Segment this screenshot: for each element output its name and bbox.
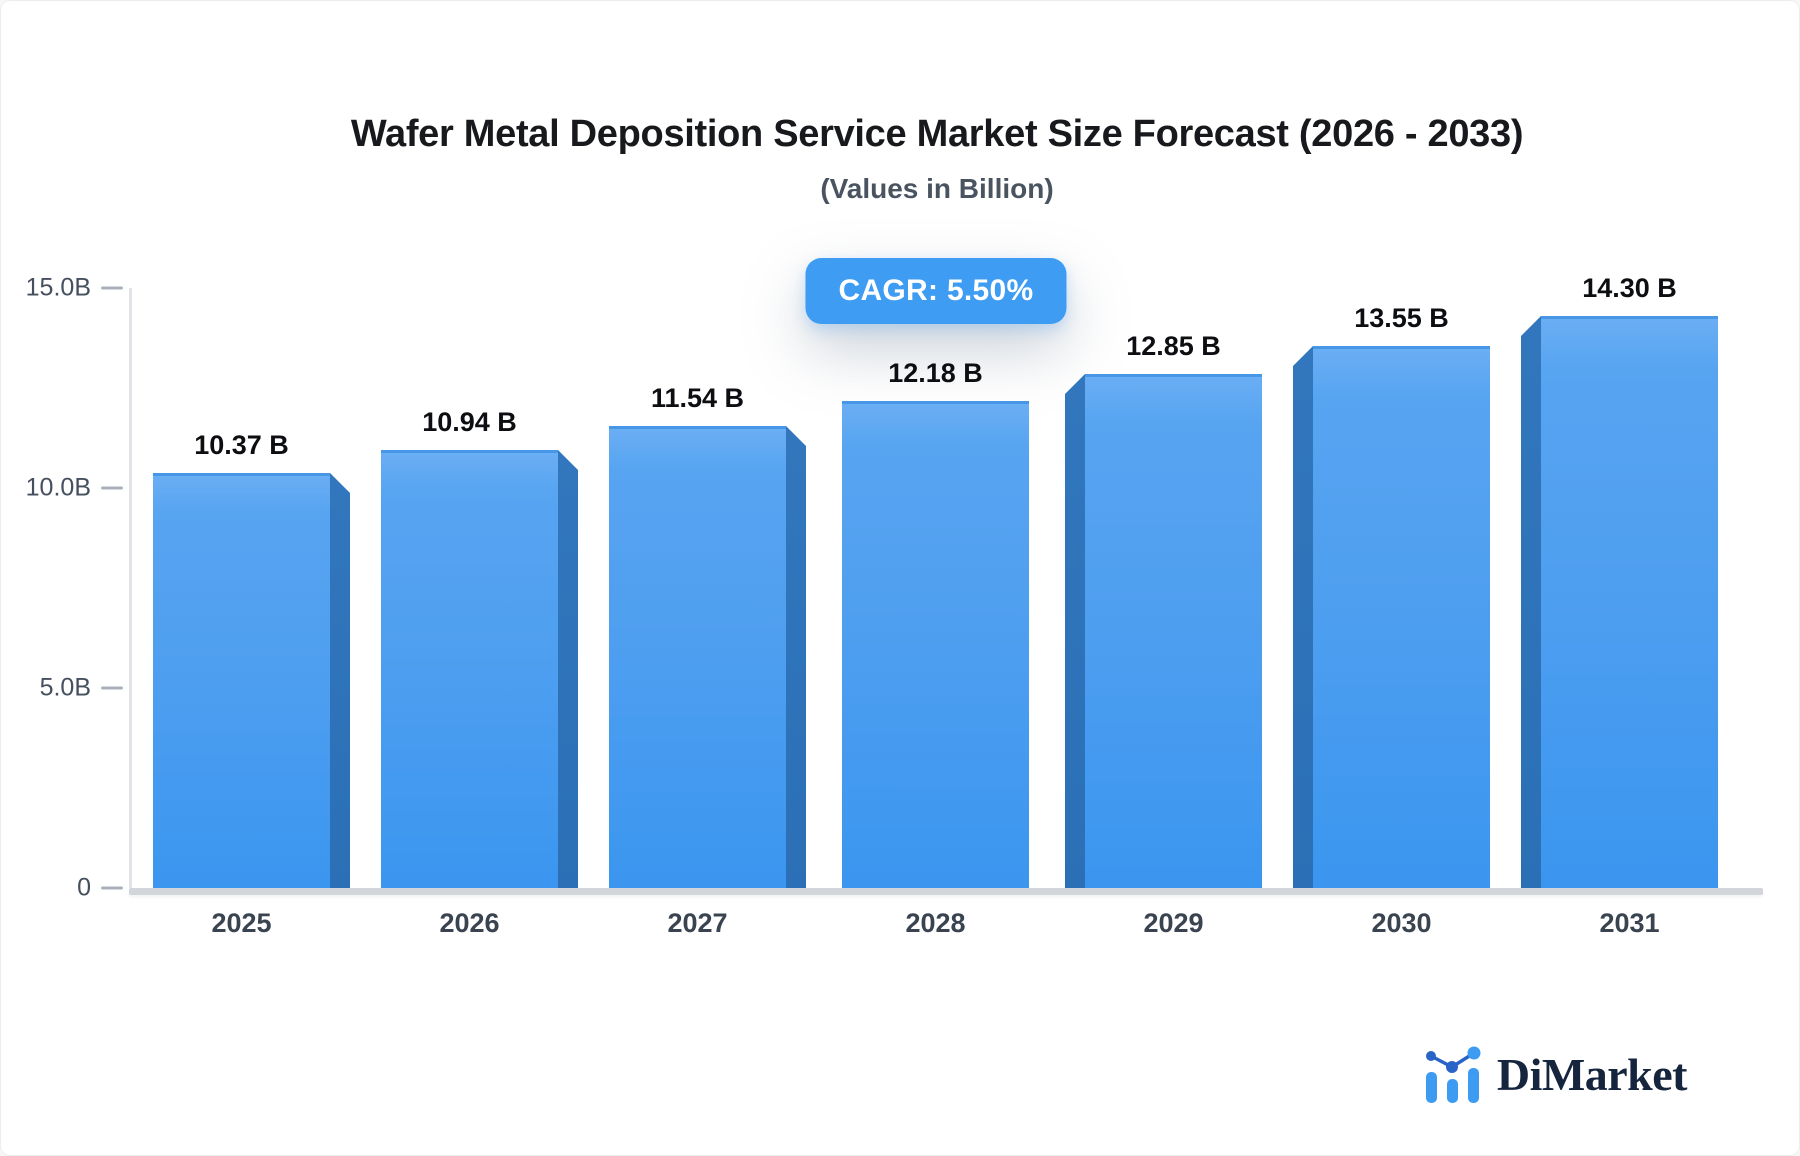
y-tick-mark bbox=[101, 486, 123, 490]
y-axis-line bbox=[129, 288, 132, 888]
y-tick-label: 15.0B bbox=[25, 273, 91, 302]
bar-2028: 12.18 B 2028 bbox=[837, 358, 1034, 938]
x-axis-baseline bbox=[129, 888, 1763, 895]
bar-value-label: 10.37 B bbox=[194, 430, 289, 460]
bar-value-label: 12.18 B bbox=[888, 358, 983, 388]
brand-logo: DiMarket bbox=[1423, 1043, 1688, 1107]
y-tick-label: 10.0B bbox=[25, 473, 91, 502]
bar-2029: 12.85 B 2029 bbox=[1065, 331, 1262, 938]
x-axis-label: 2028 bbox=[905, 908, 966, 938]
x-axis-label: 2025 bbox=[211, 908, 272, 938]
bar-side-face bbox=[330, 473, 350, 888]
bar-side-face bbox=[786, 426, 806, 888]
bar-front-face bbox=[1313, 346, 1490, 888]
cagr-badge-label: CAGR: 5.50% bbox=[838, 274, 1034, 307]
bar-value-label: 12.85 B bbox=[1126, 331, 1221, 361]
bar-value-label: 13.55 B bbox=[1354, 303, 1449, 333]
y-tick-label: 5.0B bbox=[39, 673, 91, 702]
bar-2026: 10.94 B 2026 bbox=[381, 407, 578, 938]
bar-side-face bbox=[1293, 346, 1313, 888]
y-tick-5.0B: 5.0B bbox=[1, 674, 123, 703]
y-tick-label: 0 bbox=[77, 873, 91, 902]
x-axis-label: 2026 bbox=[439, 908, 500, 938]
bar-front-face bbox=[842, 401, 1029, 888]
y-tick-15.0B: 15.0B bbox=[1, 274, 123, 303]
cagr-badge: CAGR: 5.50% bbox=[805, 258, 1067, 324]
plot-area: 15.0B 10.0B 5.0B 0 10.37 B 2025 10.94 B 2026 11… bbox=[1, 273, 1799, 938]
bar-front-face bbox=[1085, 374, 1262, 888]
bars-container: 10.37 B 2025 10.94 B 2026 11.54 B 2027 12.18 B… bbox=[153, 273, 1718, 938]
x-axis-label: 2029 bbox=[1143, 908, 1204, 938]
bar-side-face bbox=[558, 450, 578, 888]
chart-title: Wafer Metal Deposition Service Market Si… bbox=[350, 113, 1524, 155]
bar-value-label: 14.30 B bbox=[1582, 273, 1677, 303]
dimarket-logo-icon bbox=[1425, 1046, 1481, 1103]
x-axis-label: 2027 bbox=[667, 908, 728, 938]
brand-name: DiMarket bbox=[1496, 1049, 1688, 1100]
bar-front-face bbox=[153, 473, 330, 888]
chart-subtitle: (Values in Billion) bbox=[820, 173, 1054, 204]
bar-2027: 11.54 B 2027 bbox=[609, 383, 806, 938]
y-tick-10.0B: 10.0B bbox=[1, 474, 123, 503]
bar-value-label: 10.94 B bbox=[422, 407, 517, 437]
bar-value-label: 11.54 B bbox=[650, 383, 745, 413]
y-tick-mark bbox=[101, 886, 123, 890]
bar-side-face bbox=[1521, 316, 1541, 888]
bar-2030: 13.55 B 2030 bbox=[1293, 303, 1490, 938]
bar-2031: 14.30 B 2031 bbox=[1521, 273, 1718, 938]
y-tick-mark bbox=[101, 686, 123, 690]
x-axis-label: 2030 bbox=[1371, 908, 1432, 938]
y-tick-0: 0 bbox=[1, 874, 123, 903]
bar-2025: 10.37 B 2025 bbox=[153, 430, 350, 938]
bar-front-face bbox=[1541, 316, 1718, 888]
bar-front-face bbox=[609, 426, 786, 888]
y-tick-mark bbox=[101, 286, 123, 290]
bar-front-face bbox=[381, 450, 558, 888]
x-axis-label: 2031 bbox=[1599, 908, 1660, 938]
bar-side-face bbox=[1065, 374, 1085, 888]
